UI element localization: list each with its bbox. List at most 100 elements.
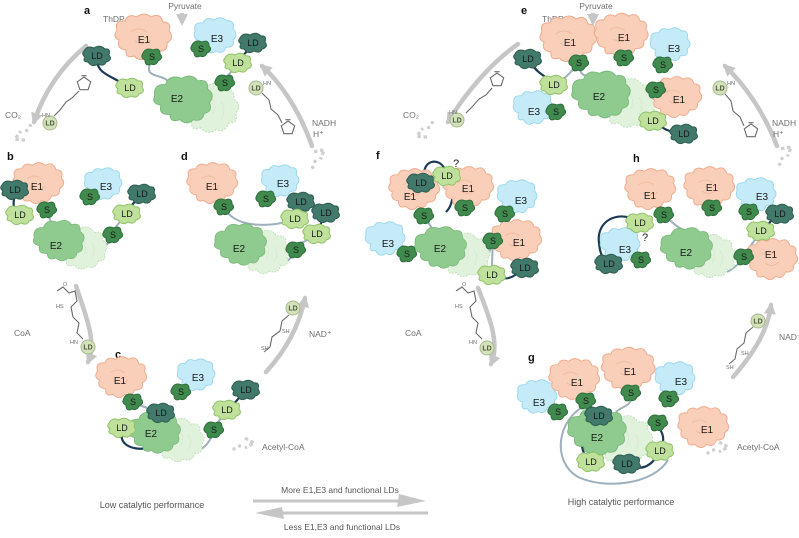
- sh-atom: SH: [741, 351, 749, 357]
- s-label: S: [502, 209, 508, 219]
- e3-label: E3: [515, 196, 528, 207]
- ld-badge-label: LD: [251, 86, 260, 93]
- acetylcoa-label-right: Acetyl-CoA: [737, 442, 780, 452]
- ld-label: LD: [755, 226, 767, 236]
- e2-label: E2: [593, 92, 606, 103]
- chem-lipoamide-co2-right: LD HN: [449, 71, 505, 128]
- ld-label: LD: [289, 214, 301, 224]
- panel-letter-e: e: [521, 5, 527, 17]
- ld-label: LD: [295, 197, 307, 207]
- ld-badge-label: LD: [83, 345, 92, 352]
- chem-acetyl-dihydrolipoamide-coa-right: O HS HN LD: [455, 282, 495, 356]
- ld-badge-label: LD: [288, 306, 297, 313]
- ld-label: LD: [603, 259, 615, 269]
- ghost-arrow-acetyl-left: [230, 436, 256, 453]
- e1-label: E1: [701, 425, 714, 436]
- s-label: S: [660, 60, 666, 70]
- nad-label-left: NAD⁺: [309, 329, 331, 339]
- e1-label: E1: [513, 238, 526, 249]
- nadh-arrow-right: [722, 63, 780, 149]
- s-label: S: [638, 255, 644, 265]
- more-lds-label: More E1,E3 and functional LDs: [281, 485, 399, 495]
- co2-label-left: CO₂: [5, 110, 21, 120]
- pyruvate-label: Pyruvate: [168, 1, 202, 11]
- panel-g: g E2 E3 E1 E1 E3 E1 S S S S S LD LD: [516, 346, 730, 485]
- exchange-arrows: [253, 494, 428, 519]
- coa-label-left: CoA: [14, 328, 31, 338]
- pyruvate-label-right: Pyruvate: [579, 1, 613, 11]
- e1-label: E1: [624, 367, 637, 378]
- e2-label: E2: [680, 248, 693, 259]
- panel-letter-h: h: [633, 153, 640, 165]
- nad-arrow: [263, 295, 310, 375]
- s-label: S: [149, 52, 155, 62]
- e2-label: E2: [233, 244, 246, 255]
- bottom-legend: Low catalytic performance High catalytic…: [100, 485, 675, 532]
- s-label: S: [211, 425, 217, 435]
- e1-label: E1: [765, 250, 778, 261]
- e1-label: E1: [618, 33, 631, 44]
- question-mark: ?: [642, 232, 648, 244]
- ld-badge-label: LD: [715, 86, 724, 93]
- s-label: S: [462, 203, 468, 213]
- e1-label: E1: [462, 184, 475, 195]
- hs-atom: HS: [56, 304, 64, 310]
- hn-atom: HN: [70, 340, 78, 346]
- co2-arrow: [31, 43, 89, 125]
- s-label: S: [583, 396, 589, 406]
- s-label: S: [666, 394, 672, 404]
- e3-label: E3: [100, 182, 113, 193]
- ld-label: LD: [519, 263, 531, 273]
- s-label: S: [130, 397, 136, 407]
- nad-arrow-right: [730, 302, 776, 380]
- e1-label: E1: [138, 35, 151, 46]
- e3-label: E3: [619, 245, 632, 256]
- panel-letter-g: g: [528, 352, 535, 364]
- ld-label: LD: [124, 83, 136, 93]
- e3-label: E3: [211, 34, 224, 45]
- panel-letter-d: d: [181, 151, 188, 163]
- ld-label: LD: [136, 189, 148, 199]
- e2-label: E2: [50, 241, 63, 252]
- chem-dihydrolipoamide-nad-left: LD SH SH: [261, 300, 301, 353]
- s-label: S: [661, 210, 667, 220]
- ld-badge-label: LD: [753, 319, 762, 326]
- e2-blob: [32, 219, 108, 270]
- s-label: S: [709, 203, 715, 213]
- ld-label: LD: [647, 116, 659, 126]
- e1-label: E1: [673, 95, 686, 106]
- ld-label: LD: [593, 411, 605, 421]
- ghost-arrow-nadh-left: [302, 144, 331, 172]
- e3-label: E3: [528, 107, 541, 118]
- ld-label: LD: [654, 446, 666, 456]
- low-performance-label: Low catalytic performance: [100, 500, 205, 510]
- ld-label: LD: [155, 408, 167, 418]
- chem-lipoamide-nadh-left: LD HN: [248, 80, 296, 135]
- hn-atom: HN: [42, 113, 50, 119]
- e1-label: E1: [404, 192, 417, 203]
- s-label: S: [490, 236, 496, 246]
- coa-arrow-right: [475, 285, 501, 367]
- ld-label: LD: [415, 178, 427, 188]
- hn-atom: HN: [263, 81, 271, 87]
- acetylcoa-label-left: Acetyl-CoA: [262, 442, 305, 452]
- cycle-arrows-left: [31, 43, 315, 375]
- panel-b: b E2 E1 E3 S S S LD LD LD LD: [0, 151, 156, 270]
- s-label: S: [653, 85, 659, 95]
- question-mark: ?: [453, 158, 459, 170]
- ld-label: LD: [320, 208, 332, 218]
- panel-letter-c: c: [115, 349, 121, 361]
- nadh-arrow: [259, 63, 315, 149]
- hplus-label-left: H⁺: [313, 129, 324, 139]
- s-label: S: [746, 207, 752, 217]
- ld-label: LD: [247, 38, 259, 48]
- e1-label: E1: [31, 182, 44, 193]
- ld-label: LD: [678, 129, 690, 139]
- ld-label: LD: [14, 210, 26, 220]
- s-label: S: [263, 194, 269, 204]
- thdp-label: ThDP: [103, 14, 125, 24]
- o-atom: O: [63, 282, 68, 288]
- e3-label: E3: [668, 44, 681, 55]
- s-label: S: [421, 211, 427, 221]
- chem-lipoamide-co2-left: LD HN: [42, 75, 92, 131]
